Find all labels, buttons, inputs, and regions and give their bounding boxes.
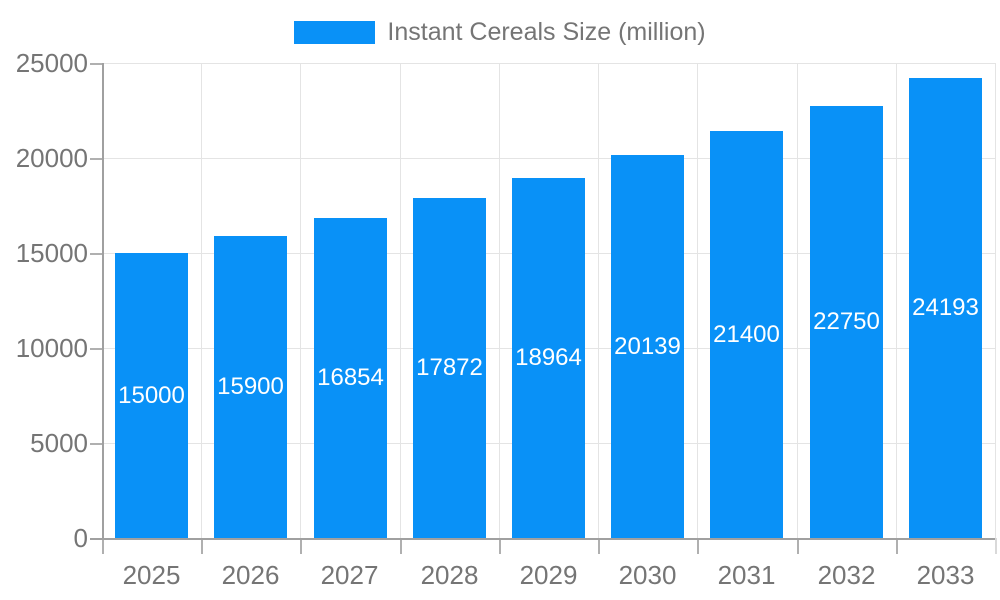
x-axis-tick: [400, 538, 402, 554]
x-axis-label: 2033: [916, 560, 975, 590]
x-axis-label: 2027: [320, 560, 379, 590]
x-axis-tick: [102, 538, 104, 554]
bar[interactable]: 18964: [512, 178, 585, 538]
x-axis-tick: [598, 538, 600, 554]
x-gridline: [797, 63, 798, 538]
x-gridline: [400, 63, 401, 538]
y-axis-tick: [90, 348, 102, 350]
bar[interactable]: 15900: [214, 236, 287, 538]
bar-value-label: 22750: [813, 308, 880, 335]
legend: Instant Cereals Size (million): [0, 18, 1000, 46]
y-axis-label: 0: [73, 523, 88, 553]
x-axis-label: 2026: [221, 560, 280, 590]
bar[interactable]: 20139: [611, 155, 684, 538]
x-gridline: [896, 63, 897, 538]
y-axis-label: 10000: [15, 333, 88, 363]
x-gridline: [300, 63, 301, 538]
x-axis-line: [90, 538, 995, 540]
x-axis-label: 2030: [618, 560, 677, 590]
y-axis-tick: [90, 63, 102, 65]
y-axis-label: 20000: [15, 143, 88, 173]
x-axis-tick: [300, 538, 302, 554]
x-gridline: [598, 63, 599, 538]
x-axis-tick: [697, 538, 699, 554]
bar-value-label: 16854: [317, 364, 384, 391]
y-axis-label: 25000: [15, 48, 88, 78]
y-axis-label: 5000: [30, 428, 88, 458]
bar[interactable]: 22750: [810, 106, 883, 538]
bar[interactable]: 17872: [413, 198, 486, 538]
y-axis-line: [102, 63, 104, 538]
bar-value-label: 24193: [912, 294, 979, 321]
y-gridline: [102, 63, 995, 64]
x-axis-tick: [797, 538, 799, 554]
y-axis-tick: [90, 253, 102, 255]
x-gridline: [201, 63, 202, 538]
x-axis-label: 2032: [817, 560, 876, 590]
x-axis-tick: [201, 538, 203, 554]
x-axis-label: 2028: [420, 560, 479, 590]
x-gridline: [995, 63, 996, 538]
x-gridline: [697, 63, 698, 538]
x-axis-tick: [995, 538, 997, 554]
y-gridline: [102, 158, 995, 159]
bar-value-label: 15900: [217, 373, 284, 400]
legend-item[interactable]: Instant Cereals Size (million): [294, 18, 706, 46]
legend-label: Instant Cereals Size (million): [387, 18, 706, 46]
x-gridline: [499, 63, 500, 538]
bar-value-label: 17872: [416, 354, 483, 381]
x-axis-label: 2029: [519, 560, 578, 590]
y-axis-tick: [90, 443, 102, 445]
x-axis-label: 2025: [122, 560, 181, 590]
bar[interactable]: 21400: [710, 131, 783, 538]
y-axis-tick: [90, 158, 102, 160]
bar-value-label: 21400: [713, 320, 780, 348]
x-axis-label: 2031: [717, 560, 776, 590]
bar-value-label: 20139: [614, 332, 681, 360]
bar[interactable]: 16854: [314, 218, 387, 538]
bar[interactable]: 15000: [115, 253, 188, 538]
x-axis-tick: [896, 538, 898, 554]
bar-value-label: 18964: [515, 344, 582, 371]
bar-value-label: 15000: [118, 381, 185, 409]
bar[interactable]: 24193: [909, 78, 982, 538]
legend-swatch-icon: [294, 20, 376, 44]
y-axis-label: 15000: [15, 238, 88, 268]
x-axis-tick: [499, 538, 501, 554]
